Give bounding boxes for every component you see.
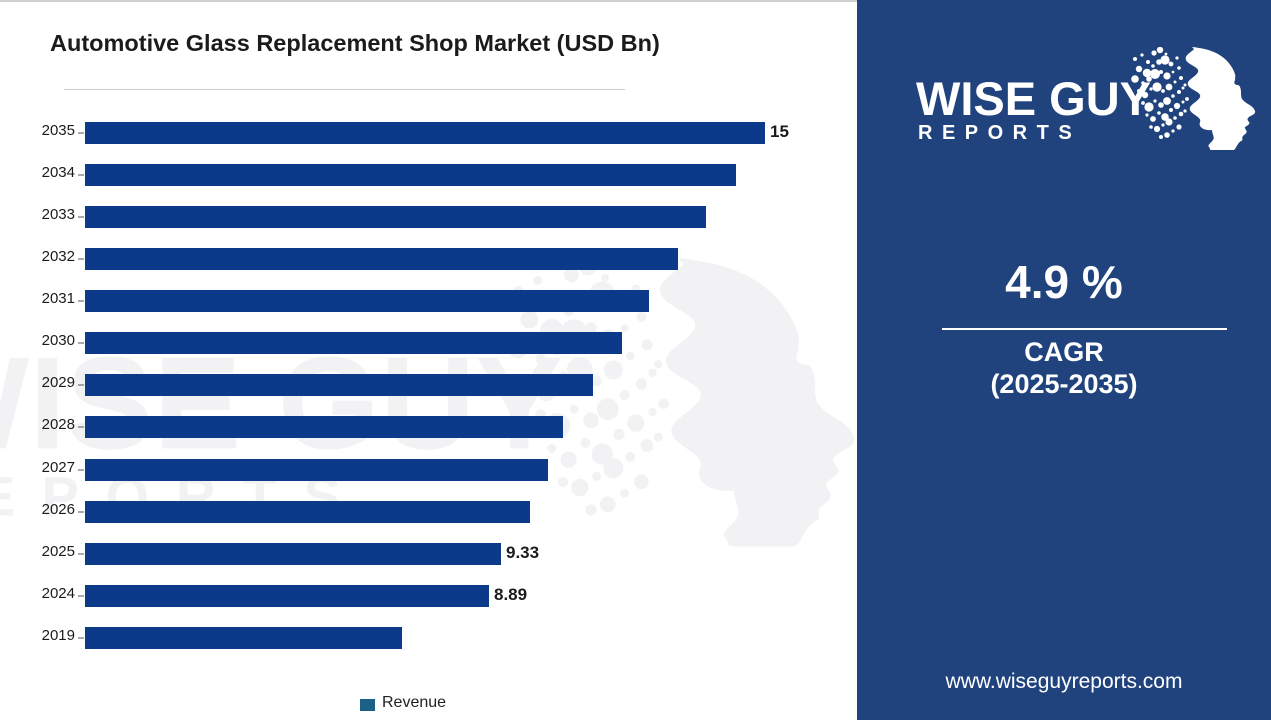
svg-text:WISE GUY: WISE GUY: [916, 72, 1151, 125]
svg-text:REPORTS: REPORTS: [918, 122, 1081, 144]
